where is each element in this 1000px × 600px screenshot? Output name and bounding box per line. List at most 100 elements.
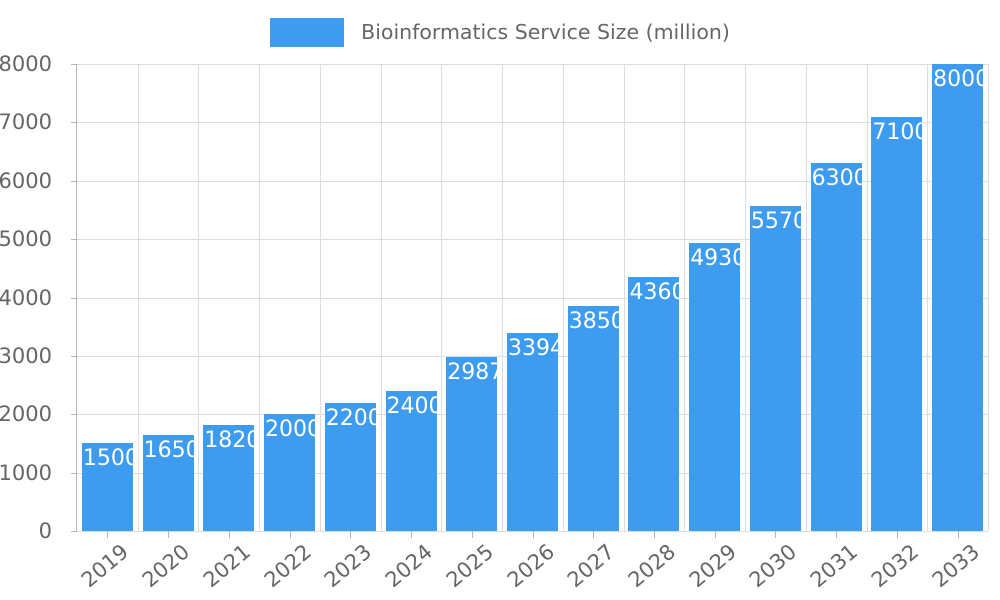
x-tick-label: 2028 xyxy=(623,539,681,593)
bar-value-label: 8000 xyxy=(933,67,984,92)
x-tick-mark xyxy=(471,531,473,538)
gridline-vertical xyxy=(259,64,261,531)
y-tick-label: 3000 xyxy=(0,343,52,368)
x-tick-mark xyxy=(836,531,838,538)
x-tick-mark xyxy=(775,531,777,538)
bar[interactable]: 6300 xyxy=(810,163,862,531)
gridline-vertical xyxy=(745,64,747,531)
x-tick-label: 2027 xyxy=(562,539,620,593)
y-tick-mark xyxy=(71,355,77,357)
x-tick-label: 2032 xyxy=(866,539,924,593)
y-tick-mark xyxy=(71,180,77,182)
x-tick-mark xyxy=(532,531,534,538)
legend-entry-bioinformatics-service-size[interactable]: Bioinformatics Service Size (million) xyxy=(270,17,730,47)
bar-value-label: 2987.5 xyxy=(447,359,498,385)
gridline-vertical xyxy=(927,64,929,531)
y-tick-label: 0 xyxy=(38,519,52,543)
bar[interactable]: 2987.5 xyxy=(446,356,498,531)
y-tick-mark xyxy=(71,531,77,532)
gridline-vertical xyxy=(502,64,504,531)
bar-value-label: 3394 xyxy=(507,335,558,361)
x-tick-label: 2031 xyxy=(805,539,863,593)
bar[interactable]: 4930 xyxy=(689,243,741,531)
x-tick-label: 2033 xyxy=(927,539,984,593)
x-tick-label: 2029 xyxy=(684,539,741,593)
x-tick-label: 2022 xyxy=(259,539,316,593)
y-tick-label: 1000 xyxy=(0,460,52,485)
gridline-vertical xyxy=(684,64,686,531)
gridline-vertical xyxy=(562,64,564,531)
y-tick-label: 6000 xyxy=(0,168,52,193)
y-tick-mark xyxy=(71,64,77,65)
gridline-horizontal xyxy=(77,122,988,124)
gridline-vertical xyxy=(623,64,625,531)
x-tick-mark xyxy=(714,531,716,538)
y-tick-mark xyxy=(71,297,77,299)
gridline-horizontal xyxy=(77,239,988,241)
x-tick-mark xyxy=(228,531,230,538)
x-tick-mark xyxy=(289,531,291,538)
x-tick-mark xyxy=(107,531,109,538)
y-tick-mark xyxy=(71,472,77,474)
gridline-vertical xyxy=(380,64,382,531)
y-tick-label: 8000 xyxy=(0,52,52,76)
bar[interactable]: 5570 xyxy=(749,205,801,531)
bar-value-label: 5570 xyxy=(750,208,801,234)
gridline-horizontal xyxy=(77,64,988,65)
x-tick-mark xyxy=(653,531,655,538)
gridline-vertical xyxy=(805,64,807,531)
bar[interactable]: 3394 xyxy=(506,332,558,531)
bar[interactable]: 2400 xyxy=(385,390,437,531)
bar[interactable]: 4360 xyxy=(628,276,680,531)
x-tick-label: 2030 xyxy=(745,539,802,593)
bar-value-label: 1820 xyxy=(204,427,255,453)
gridline-vertical xyxy=(988,64,989,531)
bar-value-label: 2000 xyxy=(265,417,316,443)
x-tick-mark xyxy=(411,531,413,538)
y-tick-label: 4000 xyxy=(0,285,52,310)
x-tick-label: 2025 xyxy=(441,539,498,593)
x-tick-mark xyxy=(896,531,898,538)
legend-entry-label: Bioinformatics Service Size (million) xyxy=(361,19,730,44)
y-tick-mark xyxy=(71,122,77,124)
y-tick-label: 7000 xyxy=(0,110,52,135)
x-tick-mark xyxy=(350,531,352,538)
y-tick-label: 5000 xyxy=(0,227,52,252)
bar-value-label: 7100 xyxy=(872,119,923,145)
bar-value-label: 4360 xyxy=(629,279,680,305)
gridline-vertical xyxy=(319,64,321,531)
x-tick-mark xyxy=(593,531,595,538)
x-tick-label: 2024 xyxy=(380,539,438,593)
gridline-horizontal xyxy=(77,297,988,299)
gridline-horizontal xyxy=(77,180,988,182)
x-tick-label: 2023 xyxy=(320,539,377,593)
y-tick-label: 2000 xyxy=(0,402,52,427)
bar[interactable]: 3850 xyxy=(567,306,619,531)
chart-legend: Bioinformatics Service Size (million) xyxy=(0,12,1000,52)
plot-area: 0 1000 2000 3000 4000 5000 6000 7000 8000 2019 20… xyxy=(0,52,989,592)
bar[interactable]: 2200 xyxy=(324,402,376,531)
gridline-vertical xyxy=(866,64,868,531)
x-tick-label: 2021 xyxy=(198,539,255,593)
bar-value-label: 1650 xyxy=(143,437,194,463)
legend-swatch-icon xyxy=(270,17,345,47)
x-tick-label: 2026 xyxy=(502,539,559,593)
y-tick-mark xyxy=(71,239,77,241)
bar-value-label: 2200 xyxy=(325,405,376,431)
bar-value-label: 3850 xyxy=(568,309,619,335)
x-tick-mark xyxy=(957,531,959,538)
bar-value-label: 1500 xyxy=(82,446,133,472)
bar-value-label: 6300 xyxy=(811,166,862,192)
bar[interactable]: 2000 xyxy=(264,414,316,531)
bar-value-label: 2400 xyxy=(386,393,437,419)
bar[interactable]: 1500 xyxy=(81,443,133,531)
x-tick-label: 2019 xyxy=(77,539,134,593)
y-tick-mark xyxy=(71,414,77,416)
bar[interactable]: 1650 xyxy=(142,434,194,531)
bar[interactable]: 1820 xyxy=(203,424,255,531)
gridline-vertical xyxy=(198,64,200,531)
bar[interactable]: 7100 xyxy=(871,116,923,531)
x-tick-label: 2020 xyxy=(137,539,195,593)
bar[interactable]: 8000 xyxy=(932,64,984,531)
